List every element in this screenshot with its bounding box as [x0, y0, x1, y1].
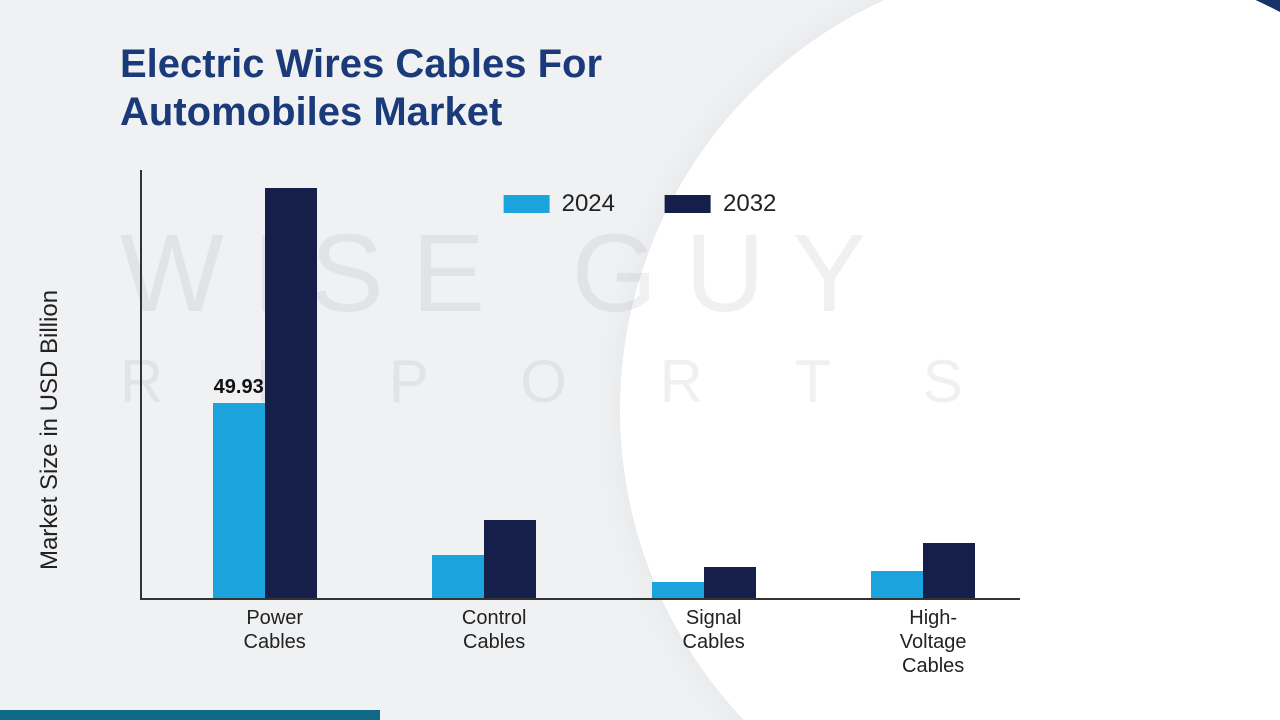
bar-series-a: 49.93 [213, 403, 265, 598]
brand-logo-line1: WISE GUY [1012, 30, 1245, 69]
category-label: Signal Cables [683, 606, 745, 654]
chart-title: Electric Wires Cables For Automobiles Ma… [120, 40, 820, 136]
category-label: High-Voltage Cables [893, 606, 973, 678]
chart-area: Market Size in USD Billion 49.93Power Ca… [60, 170, 1020, 690]
bar-series-b [923, 543, 975, 598]
bar-series-b [704, 567, 756, 598]
bar-series-a [432, 555, 484, 598]
category-label: Power Cables [244, 606, 306, 654]
bar-series-b [484, 520, 536, 598]
brand-logo-line2: R E P O R T S [1012, 71, 1245, 89]
canvas: WISE GUY R E P O R T S Electric Wires Ca… [0, 0, 1280, 720]
category-label: Control Cables [462, 606, 526, 654]
bottom-accent-bar [0, 710, 380, 720]
brand-logo: WISE GUY R E P O R T S [1012, 30, 1245, 89]
plot: 49.93Power CablesControl CablesSignal Ca… [140, 170, 1020, 600]
bar-series-b [265, 188, 317, 598]
y-axis-label: Market Size in USD Billion [36, 290, 64, 570]
bar-series-a [871, 571, 923, 598]
bar-value-label: 49.93 [214, 376, 264, 399]
bar-series-a [652, 582, 704, 598]
